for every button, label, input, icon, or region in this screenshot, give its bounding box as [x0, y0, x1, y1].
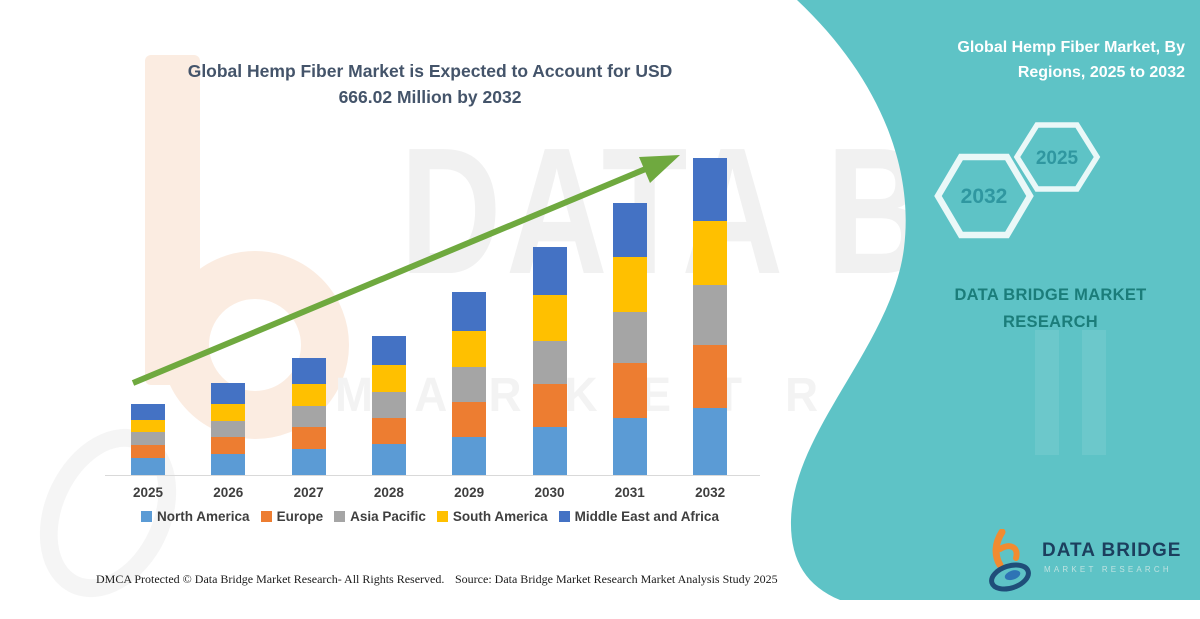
bar-segment-asia-pacific	[532, 340, 567, 384]
brand-text-line2: RESEARCH	[1003, 313, 1098, 332]
x-axis-label-2026: 2026	[213, 485, 244, 500]
bar-2030	[532, 247, 567, 475]
x-axis-label-2028: 2028	[373, 485, 404, 500]
bar-segment-north-america	[131, 457, 165, 475]
bar-segment-north-america	[532, 427, 567, 475]
hexagon-graphic: 2032 2025	[934, 122, 1101, 239]
chart-title-line1: Global Hemp Fiber Market is Expected to …	[187, 61, 673, 81]
bar-segment-middle-east-and-africa	[291, 357, 326, 384]
teal-watermark-bar	[1035, 330, 1059, 455]
bar-segment-asia-pacific	[693, 284, 728, 346]
bar-segment-europe	[612, 363, 647, 418]
bar-segment-north-america	[291, 449, 326, 475]
x-axis-label-2027: 2027	[293, 485, 324, 500]
bar-segment-south-america	[131, 420, 165, 433]
legend-swatch	[558, 511, 570, 522]
legend-item-middle-east-and-africa: Middle East and Africa	[558, 509, 719, 524]
bar-segment-north-america	[612, 417, 647, 475]
stacked-bar-chart: 2025 2026 2027 2028 2029 2030 2031 2032	[105, 140, 760, 500]
databridge-logo: DATA BRIDGE MARKET RESEARCH	[986, 527, 1196, 595]
bar-segment-north-america	[371, 444, 406, 475]
chart-title-line2: 666.02 Million by 2032	[338, 87, 522, 108]
bar-segment-south-america	[291, 383, 326, 406]
legend-swatch	[334, 511, 346, 522]
bar-2032	[693, 158, 728, 475]
bar-2026	[211, 383, 246, 475]
bar-segment-south-america	[693, 221, 728, 285]
panel-heading: Global Hemp Fiber Market, By Regions, 20…	[860, 36, 1185, 86]
bar-segment-middle-east-and-africa	[452, 292, 487, 331]
bar-segment-south-america	[452, 330, 487, 368]
teal-watermark-bar	[1082, 330, 1106, 455]
infographic-root: { "header": { "title_line1": "Global Hem…	[13, 0, 1200, 619]
footer-source-text: Source: Data Bridge Market Research Mark…	[455, 572, 778, 586]
bar-2029	[452, 292, 487, 475]
bar-segment-middle-east-and-africa	[612, 202, 647, 258]
legend-label: South America	[452, 509, 548, 524]
legend-label: Asia Pacific	[350, 509, 426, 524]
bar-segment-south-america	[211, 404, 246, 421]
brand-text: DATA BRIDGE MARKET RESEARCH	[928, 282, 1173, 336]
legend-label: Europe	[276, 509, 324, 524]
legend-item-europe: Europe	[260, 509, 324, 524]
bar-segment-middle-east-and-africa	[131, 404, 165, 421]
brand-text-line1: DATA BRIDGE MARKET	[954, 286, 1147, 304]
x-axis-label-2025: 2025	[132, 485, 164, 500]
bar-segment-europe	[131, 445, 165, 458]
bar-2031	[612, 202, 647, 475]
panel-heading-line1: Global Hemp Fiber Market, By	[957, 39, 1185, 56]
chart-legend: North America Europe Asia Pacific South Ame…	[90, 509, 770, 524]
bar-segment-south-america	[532, 294, 567, 341]
bar-segment-south-america	[612, 257, 647, 312]
bar-segment-europe	[693, 345, 728, 409]
bar-segment-europe	[211, 437, 246, 454]
bar-segment-europe	[371, 418, 406, 445]
x-axis-label-2030: 2030	[534, 485, 565, 500]
bar-segment-north-america	[211, 453, 246, 475]
bar-2027	[291, 357, 326, 475]
bar-2028	[371, 336, 406, 475]
bar-segment-asia-pacific	[612, 311, 647, 364]
bar-segment-middle-east-and-africa	[371, 336, 406, 366]
footer-dmca-text: DMCA Protected © Data Bridge Market Rese…	[96, 572, 445, 586]
logo-subtitle: MARKET RESEARCH	[1044, 565, 1172, 574]
legend-item-south-america: South America	[436, 509, 548, 524]
bar-segment-middle-east-and-africa	[693, 158, 728, 222]
bars-layer: 2025 2026 2027 2028 2029 2030 2031 2032	[105, 140, 760, 500]
hexagon-label-2025: 2025	[1036, 148, 1079, 169]
bar-segment-asia-pacific	[371, 391, 406, 419]
bar-segment-middle-east-and-africa	[211, 383, 246, 405]
bar-segment-asia-pacific	[131, 432, 165, 446]
legend-label: North America	[157, 509, 250, 524]
legend-item-north-america: North America	[141, 509, 250, 524]
bar-segment-europe	[532, 383, 567, 428]
logo-name: DATA BRIDGE	[1042, 540, 1182, 561]
teal-side-panel	[790, 0, 1200, 600]
legend-label: Middle East and Africa	[574, 509, 719, 524]
hexagon-label-2032: 2032	[961, 185, 1008, 208]
bar-segment-middle-east-and-africa	[532, 247, 567, 295]
legend-swatch	[141, 511, 153, 522]
x-axis-label-2031: 2031	[614, 485, 645, 500]
chart-title: Global Hemp Fiber Market is Expected to …	[130, 58, 730, 111]
legend-item-asia-pacific: Asia Pacific	[334, 509, 426, 524]
x-axis-line	[105, 475, 760, 476]
bar-segment-north-america	[693, 408, 728, 475]
bar-2025	[131, 404, 165, 475]
bar-segment-asia-pacific	[211, 420, 246, 438]
databridge-logo-icon	[989, 529, 1031, 592]
bar-segment-asia-pacific	[452, 367, 487, 402]
panel-heading-line2: Regions, 2025 to 2032	[1017, 63, 1185, 81]
x-axis-label-2032: 2032	[695, 485, 726, 500]
bar-segment-south-america	[371, 365, 406, 392]
bar-segment-north-america	[452, 436, 487, 475]
bar-segment-asia-pacific	[291, 405, 326, 428]
x-axis-label-2029: 2029	[454, 485, 485, 500]
bar-segment-europe	[291, 427, 326, 450]
legend-swatch	[260, 511, 272, 522]
bar-segment-europe	[452, 401, 487, 437]
legend-swatch	[436, 511, 448, 522]
